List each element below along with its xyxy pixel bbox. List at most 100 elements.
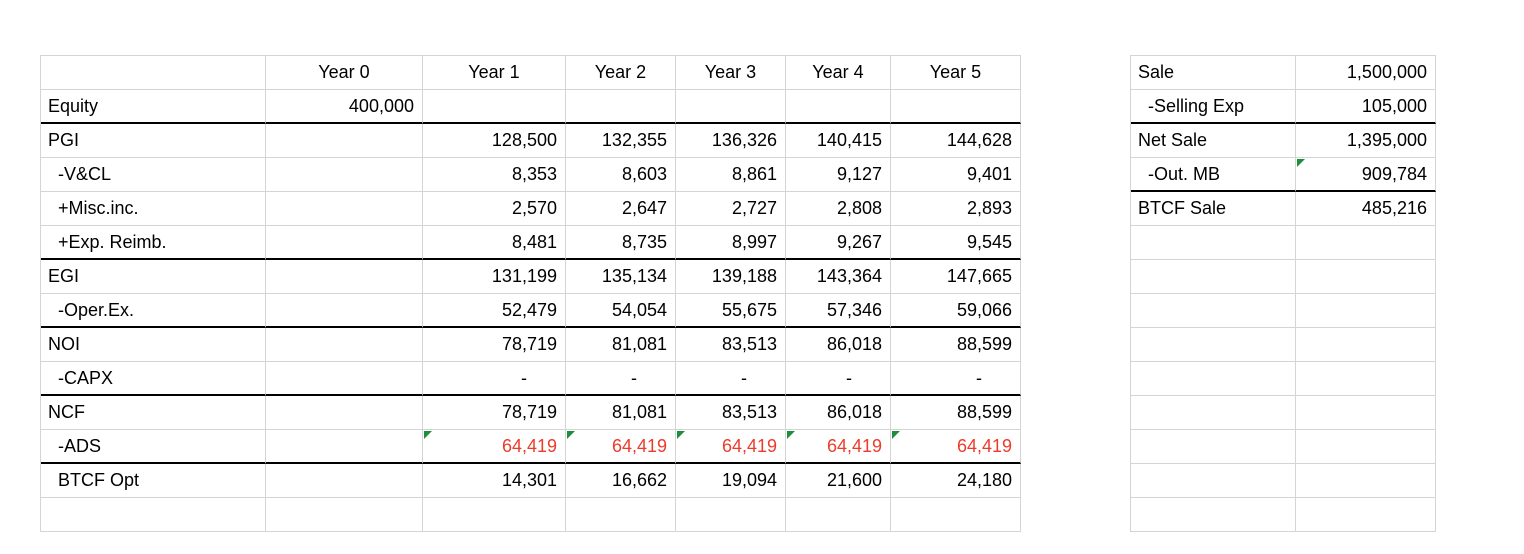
cell-ncf-col4[interactable]: 86,018	[786, 396, 891, 430]
cell-ncf-col5[interactable]: 88,599	[891, 396, 1021, 430]
row-label-btcf-sale[interactable]: BTCF Sale	[1131, 192, 1296, 226]
empty-cell[interactable]	[1296, 260, 1436, 294]
row-label-egi[interactable]: EGI	[41, 260, 266, 294]
year-header-year-3[interactable]: Year 3	[676, 56, 786, 90]
cell-ads-col2[interactable]: 64,419	[566, 430, 676, 464]
year-header-year-2[interactable]: Year 2	[566, 56, 676, 90]
cell-ads-col1[interactable]: 64,419	[423, 430, 566, 464]
row-label-btcf-opt[interactable]: BTCF Opt	[41, 464, 266, 498]
year-header-year-4[interactable]: Year 4	[786, 56, 891, 90]
empty-cell[interactable]	[1131, 260, 1296, 294]
cell-oper-ex-col3[interactable]: 55,675	[676, 294, 786, 328]
corner-cell[interactable]	[41, 56, 266, 90]
cell-oper-ex-col2[interactable]: 54,054	[566, 294, 676, 328]
cell-equity-col5[interactable]	[891, 90, 1021, 124]
cell-pgi-col0[interactable]	[266, 124, 423, 158]
cell-capx-col2[interactable]: -	[566, 362, 676, 396]
cell-noi-col4[interactable]: 86,018	[786, 328, 891, 362]
cell-ncf-col1[interactable]: 78,719	[423, 396, 566, 430]
cell-v-cl-col3[interactable]: 8,861	[676, 158, 786, 192]
cell-selling-exp-value[interactable]: 105,000	[1296, 90, 1436, 124]
cell-misc-inc-col1[interactable]: 2,570	[423, 192, 566, 226]
cell-exp-reimb-col3[interactable]: 8,997	[676, 226, 786, 260]
cell-egi-col0[interactable]	[266, 260, 423, 294]
cell-empty-col0[interactable]	[266, 498, 423, 532]
cell-egi-col2[interactable]: 135,134	[566, 260, 676, 294]
cell-btcf-opt-col0[interactable]	[266, 464, 423, 498]
cell-empty-col4[interactable]	[786, 498, 891, 532]
cell-v-cl-col4[interactable]: 9,127	[786, 158, 891, 192]
cell-capx-col1[interactable]: -	[423, 362, 566, 396]
row-label-equity[interactable]: Equity	[41, 90, 266, 124]
cell-v-cl-col2[interactable]: 8,603	[566, 158, 676, 192]
empty-cell[interactable]	[1296, 396, 1436, 430]
cell-exp-reimb-col0[interactable]	[266, 226, 423, 260]
cell-misc-inc-col4[interactable]: 2,808	[786, 192, 891, 226]
row-label-misc-inc[interactable]: +Misc.inc.	[41, 192, 266, 226]
cell-exp-reimb-col4[interactable]: 9,267	[786, 226, 891, 260]
cell-btcf-sale-value[interactable]: 485,216	[1296, 192, 1436, 226]
cell-sale-value[interactable]: 1,500,000	[1296, 56, 1436, 90]
row-label-capx[interactable]: -CAPX	[41, 362, 266, 396]
cell-noi-col2[interactable]: 81,081	[566, 328, 676, 362]
cell-exp-reimb-col1[interactable]: 8,481	[423, 226, 566, 260]
cell-ads-col4[interactable]: 64,419	[786, 430, 891, 464]
cell-btcf-opt-col1[interactable]: 14,301	[423, 464, 566, 498]
empty-cell[interactable]	[1131, 464, 1296, 498]
row-label-sale[interactable]: Sale	[1131, 56, 1296, 90]
empty-cell[interactable]	[1296, 498, 1436, 532]
cell-empty-col2[interactable]	[566, 498, 676, 532]
row-label-net-sale[interactable]: Net Sale	[1131, 124, 1296, 158]
row-label-ncf[interactable]: NCF	[41, 396, 266, 430]
cell-pgi-col5[interactable]: 144,628	[891, 124, 1021, 158]
cell-v-cl-col1[interactable]: 8,353	[423, 158, 566, 192]
cell-exp-reimb-col5[interactable]: 9,545	[891, 226, 1021, 260]
cell-equity-col4[interactable]	[786, 90, 891, 124]
empty-cell[interactable]	[1296, 328, 1436, 362]
cell-misc-inc-col3[interactable]: 2,727	[676, 192, 786, 226]
cell-egi-col4[interactable]: 143,364	[786, 260, 891, 294]
empty-cell[interactable]	[1296, 226, 1436, 260]
empty-cell[interactable]	[1296, 362, 1436, 396]
row-label-pgi[interactable]: PGI	[41, 124, 266, 158]
row-label-v-cl[interactable]: -V&CL	[41, 158, 266, 192]
cell-egi-col5[interactable]: 147,665	[891, 260, 1021, 294]
cell-oper-ex-col1[interactable]: 52,479	[423, 294, 566, 328]
cell-pgi-col3[interactable]: 136,326	[676, 124, 786, 158]
cell-out-mb-value[interactable]: 909,784	[1296, 158, 1436, 192]
cell-exp-reimb-col2[interactable]: 8,735	[566, 226, 676, 260]
empty-cell[interactable]	[1131, 396, 1296, 430]
cell-capx-col0[interactable]	[266, 362, 423, 396]
cell-ads-col5[interactable]: 64,419	[891, 430, 1021, 464]
cell-oper-ex-col5[interactable]: 59,066	[891, 294, 1021, 328]
cell-ncf-col0[interactable]	[266, 396, 423, 430]
cell-ads-col0[interactable]	[266, 430, 423, 464]
cell-btcf-opt-col3[interactable]: 19,094	[676, 464, 786, 498]
row-label-noi[interactable]: NOI	[41, 328, 266, 362]
cell-misc-inc-col5[interactable]: 2,893	[891, 192, 1021, 226]
empty-cell[interactable]	[1131, 328, 1296, 362]
cell-capx-col5[interactable]: -	[891, 362, 1021, 396]
empty-cell[interactable]	[1296, 430, 1436, 464]
cell-equity-col0[interactable]: 400,000	[266, 90, 423, 124]
empty-cell[interactable]	[1131, 498, 1296, 532]
cell-ads-col3[interactable]: 64,419	[676, 430, 786, 464]
row-label-selling-exp[interactable]: -Selling Exp	[1131, 90, 1296, 124]
cell-egi-col1[interactable]: 131,199	[423, 260, 566, 294]
cell-equity-col2[interactable]	[566, 90, 676, 124]
row-label-ads[interactable]: -ADS	[41, 430, 266, 464]
empty-cell[interactable]	[1131, 430, 1296, 464]
cell-net-sale-value[interactable]: 1,395,000	[1296, 124, 1436, 158]
cell-btcf-opt-col4[interactable]: 21,600	[786, 464, 891, 498]
row-label-exp-reimb[interactable]: +Exp. Reimb.	[41, 226, 266, 260]
cell-equity-col3[interactable]	[676, 90, 786, 124]
cell-empty-col3[interactable]	[676, 498, 786, 532]
year-header-year-1[interactable]: Year 1	[423, 56, 566, 90]
cell-misc-inc-col0[interactable]	[266, 192, 423, 226]
cell-noi-col0[interactable]	[266, 328, 423, 362]
cell-noi-col1[interactable]: 78,719	[423, 328, 566, 362]
cell-oper-ex-col0[interactable]	[266, 294, 423, 328]
row-label-out-mb[interactable]: -Out. MB	[1131, 158, 1296, 192]
empty-cell[interactable]	[1296, 294, 1436, 328]
cell-capx-col4[interactable]: -	[786, 362, 891, 396]
